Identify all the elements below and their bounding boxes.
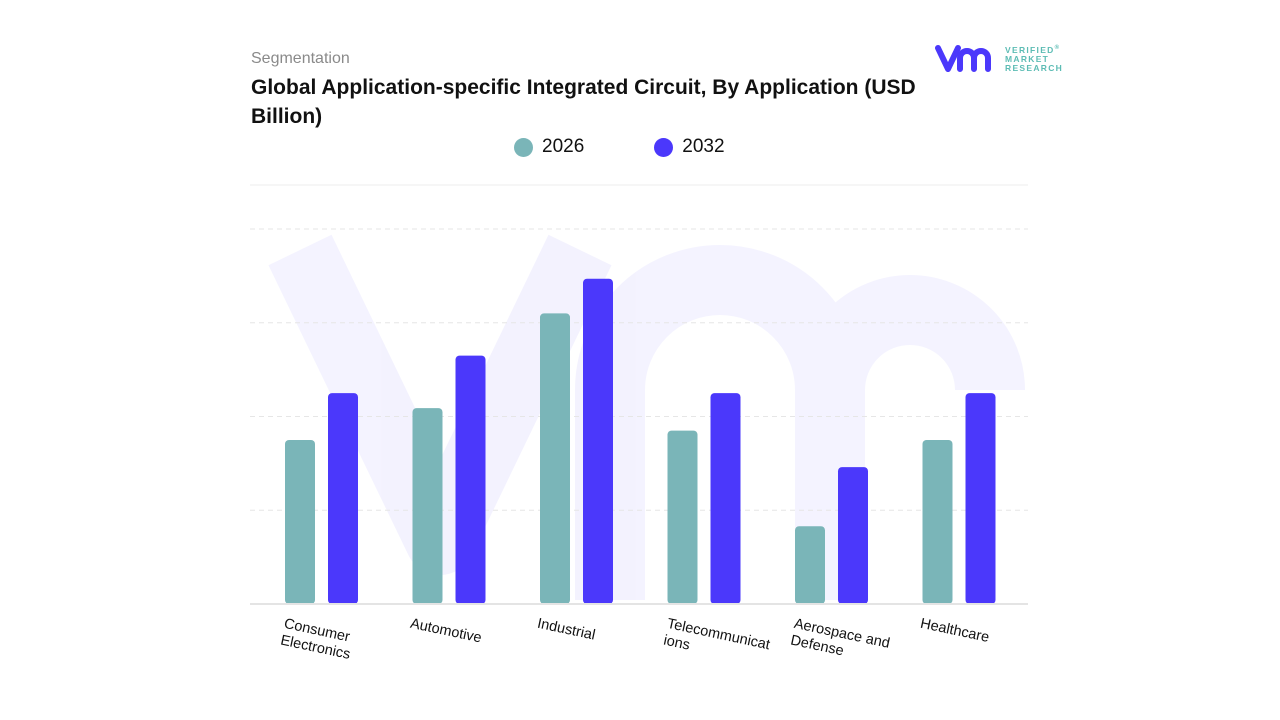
vmr-logo: VERIFIED® MARKET RESEARCH — [935, 44, 1063, 73]
bar-2026-telecommunications[interactable] — [667, 430, 698, 604]
bar-2032-aerospace-and-defense[interactable] — [838, 467, 868, 604]
bar-2026-industrial[interactable] — [540, 313, 570, 604]
bar-2032-automotive[interactable] — [455, 355, 486, 604]
legend-label-2032: 2032 — [682, 136, 725, 157]
vmr-logo-icon — [935, 45, 991, 73]
legend-item-2032[interactable]: 2032 — [654, 136, 725, 158]
chart-title: Global Application-specific Integrated C… — [251, 76, 916, 128]
bar-2026-aerospace-and-defense[interactable] — [795, 526, 825, 604]
legend-item-2026[interactable]: 2026 — [514, 136, 584, 158]
legend-swatch-2032 — [654, 137, 674, 157]
logo-line3: RESEARCH — [1005, 62, 1064, 73]
bar-2032-consumer-electronics[interactable] — [328, 393, 358, 604]
legend-swatch-2026 — [514, 137, 533, 157]
bar-2026-automotive[interactable] — [412, 408, 443, 604]
legend-label-2026: 2026 — [542, 136, 585, 157]
bar-2032-healthcare[interactable] — [965, 393, 996, 604]
bar-2026-consumer-electronics[interactable] — [285, 439, 315, 604]
bar-2032-industrial[interactable] — [583, 278, 613, 604]
bar-2026-healthcare[interactable] — [922, 439, 953, 604]
logo-line2: MARKET — [1005, 53, 1050, 64]
segment-label: Segmentation — [251, 50, 350, 67]
bar-2032-telecommunications[interactable] — [710, 393, 741, 604]
logo-line1: VERIFIED — [1005, 44, 1055, 55]
legend: 2026 2032 — [514, 136, 725, 158]
logo-registered: ® — [1054, 45, 1061, 51]
watermark-logo — [268, 234, 1025, 600]
